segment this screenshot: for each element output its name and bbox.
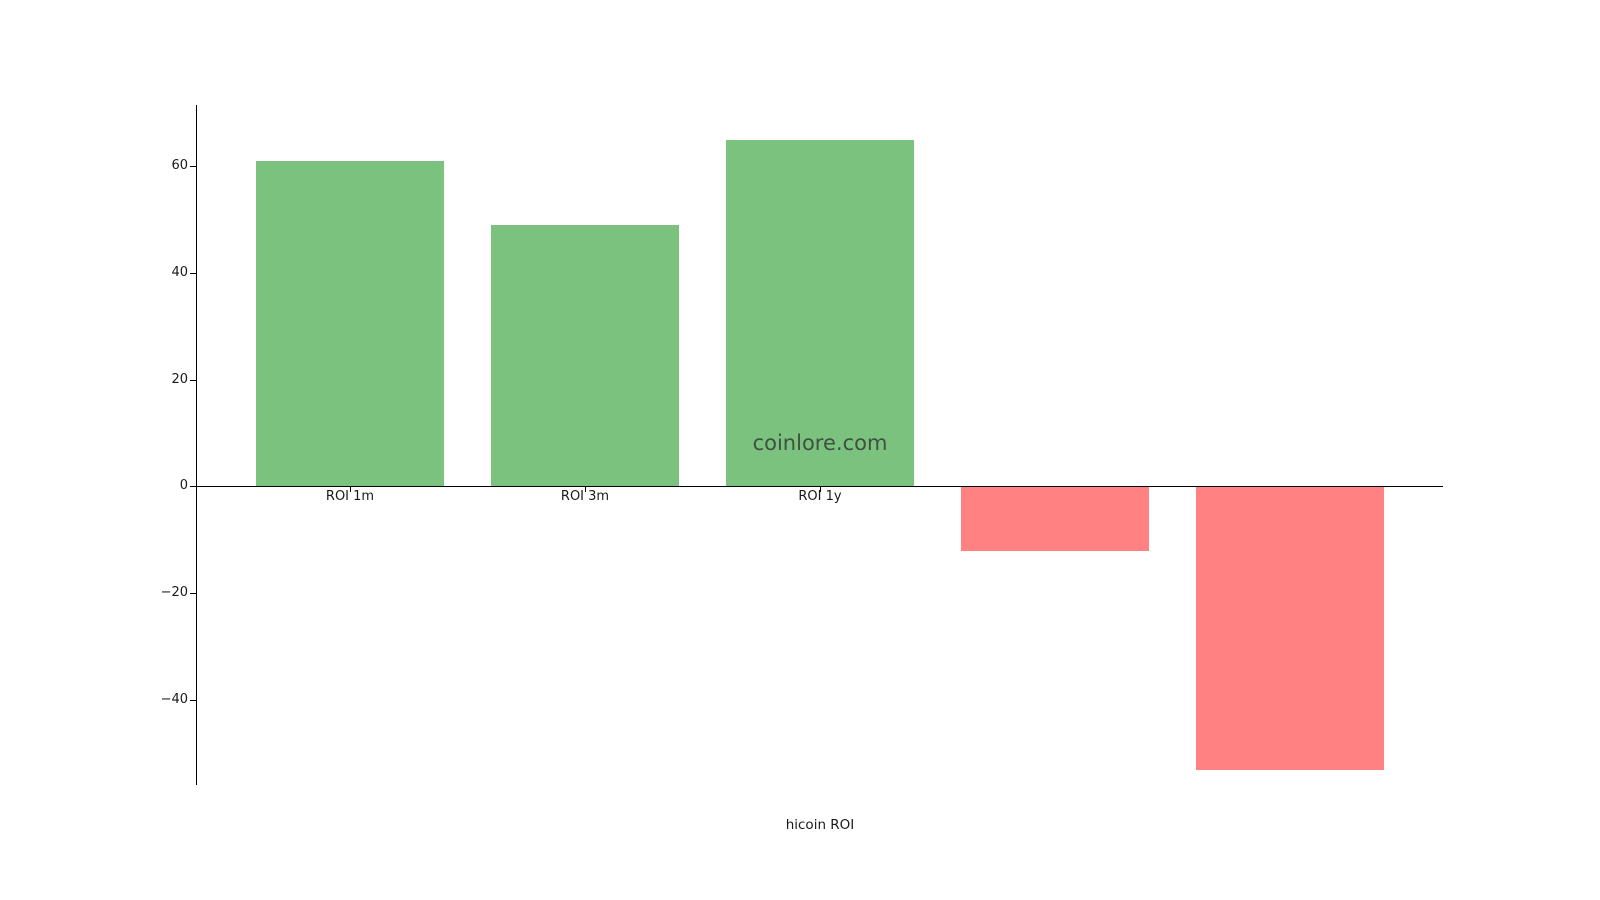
- bar-4: [1196, 487, 1384, 770]
- x-tick-label: ROI 1m: [325, 489, 375, 504]
- y-tick-label: 20: [171, 372, 188, 387]
- bar-roi-3m: [491, 225, 679, 486]
- y-axis-spine: [196, 105, 197, 785]
- bar-3: [961, 487, 1149, 551]
- watermark-text: coinlore.com: [752, 431, 888, 455]
- y-tick-mark: [190, 593, 196, 594]
- y-tick-mark: [190, 700, 196, 701]
- x-tick-label: ROI 1y: [798, 489, 842, 504]
- y-tick-label: −20: [160, 585, 188, 600]
- y-tick-label: 40: [171, 265, 188, 280]
- x-axis-title: hicoin ROI: [785, 817, 855, 833]
- y-tick-label: 0: [179, 478, 188, 493]
- y-tick-mark: [190, 273, 196, 274]
- bar-roi-1y: [726, 140, 914, 487]
- y-tick-mark: [190, 380, 196, 381]
- y-tick-label: 60: [171, 158, 188, 173]
- y-tick-mark: [190, 166, 196, 167]
- x-tick-mark: [585, 486, 586, 492]
- y-tick-label: −40: [160, 692, 188, 707]
- bar-roi-1m: [256, 161, 444, 486]
- x-tick-mark: [820, 486, 821, 492]
- x-tick-label: ROI 3m: [560, 489, 610, 504]
- x-axis-line: [196, 486, 1443, 487]
- y-tick-mark: [190, 486, 196, 487]
- x-tick-mark: [350, 486, 351, 492]
